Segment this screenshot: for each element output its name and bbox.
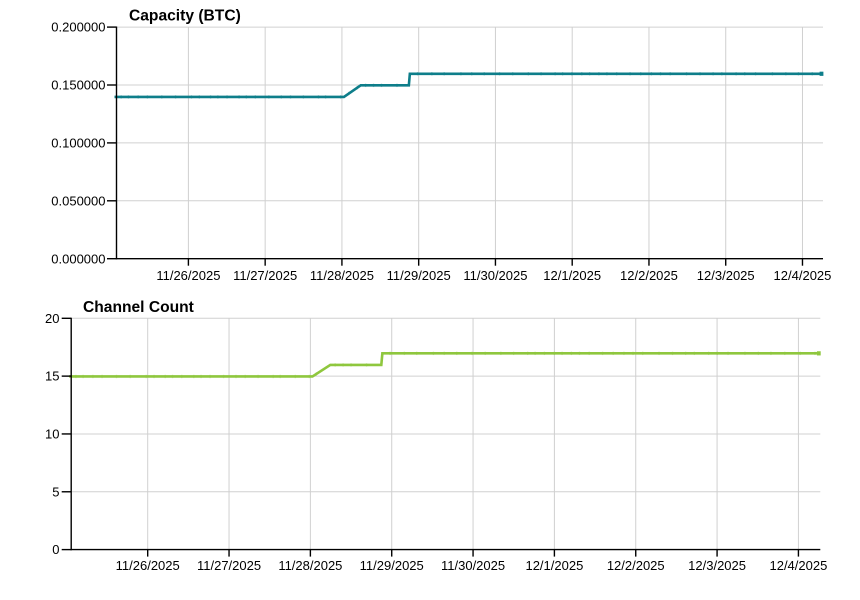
svg-text:0.200000: 0.200000 bbox=[51, 20, 105, 35]
svg-text:12/2/2025: 12/2/2025 bbox=[620, 268, 678, 283]
svg-text:11/28/2025: 11/28/2025 bbox=[310, 268, 374, 283]
svg-text:11/26/2025: 11/26/2025 bbox=[116, 558, 180, 573]
svg-text:15: 15 bbox=[45, 369, 59, 384]
svg-text:10: 10 bbox=[45, 427, 59, 442]
svg-text:11/28/2025: 11/28/2025 bbox=[278, 558, 342, 573]
svg-text:12/1/2025: 12/1/2025 bbox=[525, 558, 583, 573]
svg-text:Capacity (BTC): Capacity (BTC) bbox=[129, 8, 241, 25]
svg-text:0: 0 bbox=[52, 542, 59, 557]
svg-text:5: 5 bbox=[52, 484, 59, 499]
svg-text:12/4/2025: 12/4/2025 bbox=[769, 558, 827, 573]
svg-text:12/3/2025: 12/3/2025 bbox=[697, 268, 755, 283]
svg-text:Channel Count: Channel Count bbox=[83, 299, 194, 316]
svg-text:11/29/2025: 11/29/2025 bbox=[360, 558, 424, 573]
svg-text:11/27/2025: 11/27/2025 bbox=[197, 558, 261, 573]
svg-text:11/26/2025: 11/26/2025 bbox=[156, 268, 220, 283]
svg-text:0.150000: 0.150000 bbox=[51, 78, 105, 93]
svg-text:11/27/2025: 11/27/2025 bbox=[233, 268, 297, 283]
svg-text:11/30/2025: 11/30/2025 bbox=[463, 268, 527, 283]
svg-text:11/29/2025: 11/29/2025 bbox=[387, 268, 451, 283]
svg-text:12/1/2025: 12/1/2025 bbox=[543, 268, 601, 283]
svg-text:12/4/2025: 12/4/2025 bbox=[774, 268, 832, 283]
svg-text:12/3/2025: 12/3/2025 bbox=[688, 558, 746, 573]
svg-text:0.000000: 0.000000 bbox=[51, 251, 105, 266]
svg-text:20: 20 bbox=[45, 311, 59, 326]
svg-text:0.050000: 0.050000 bbox=[51, 193, 105, 208]
svg-text:11/30/2025: 11/30/2025 bbox=[441, 558, 505, 573]
svg-text:12/2/2025: 12/2/2025 bbox=[607, 558, 665, 573]
svg-text:0.100000: 0.100000 bbox=[51, 136, 105, 151]
